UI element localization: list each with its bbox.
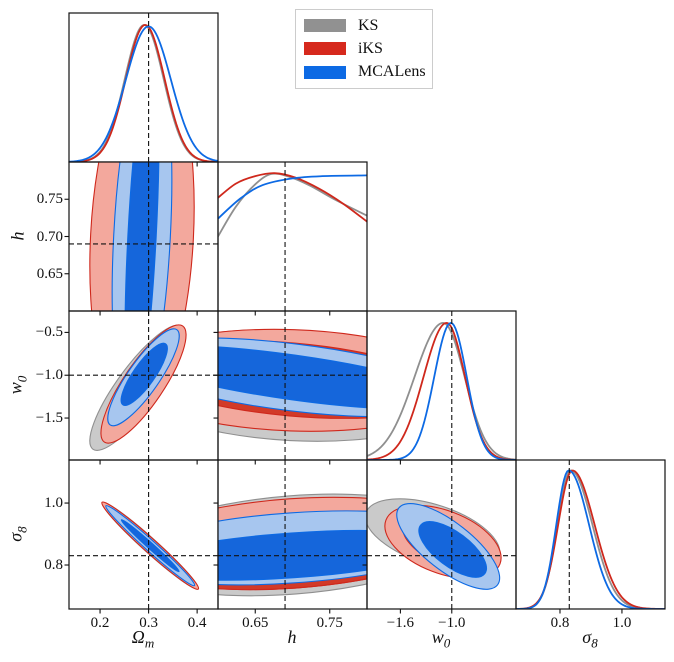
x-axis-title-w0: w0 bbox=[431, 627, 451, 651]
panel-w0-w0 bbox=[366, 310, 517, 465]
h-symbol: h bbox=[287, 627, 297, 647]
x-tick-label-w0: −1.0 bbox=[438, 615, 466, 631]
panel-sigma8-sigma8 bbox=[515, 459, 666, 614]
contour-c1-MCALens bbox=[218, 344, 367, 410]
x-tick-label-sigma8: 1.0 bbox=[612, 615, 632, 631]
contour-c1-MCALens bbox=[120, 342, 168, 407]
x-tick-label-h: 0.65 bbox=[242, 615, 269, 631]
x-tick-label-w0: −1.6 bbox=[386, 615, 414, 631]
omega-symbol: Ω bbox=[131, 627, 145, 647]
panel-sigma8-w0 bbox=[362, 459, 517, 614]
marginal-curve-MCALens-sigma8 bbox=[516, 469, 665, 609]
y-tick-label-h: 0.70 bbox=[36, 228, 63, 245]
contour-c1-MCALens bbox=[120, 519, 180, 573]
x-tick-label-omega_m: 0.4 bbox=[187, 615, 207, 631]
y-tick-label-w0: −1.5 bbox=[35, 410, 63, 427]
y-tick-label-h: 0.65 bbox=[36, 265, 63, 282]
legend-item-iks: iKS bbox=[304, 40, 424, 58]
x-axis-title-h: h bbox=[252, 627, 332, 652]
panel-sigma8-omega_m bbox=[64, 459, 219, 614]
y-tick-label-w0: −1.0 bbox=[35, 367, 63, 384]
y-tick-label-sigma8: 1.0 bbox=[44, 495, 63, 512]
x-axis-title-sigma8: σ8 bbox=[582, 627, 598, 651]
x-tick-label-sigma8: 0.8 bbox=[550, 615, 570, 631]
panel-w0-omega_m bbox=[64, 310, 219, 465]
y-tick-label-w0: −0.5 bbox=[35, 324, 63, 341]
contour-c1-MCALens bbox=[418, 521, 487, 578]
panel-w0-h bbox=[213, 310, 368, 465]
x-tick-label-omega_m: 0.3 bbox=[139, 615, 158, 631]
legend-label-ks: KS bbox=[358, 16, 379, 34]
panel-h-h bbox=[217, 161, 368, 316]
marginal-curve-iKS-w0 bbox=[367, 322, 516, 460]
panel-border bbox=[515, 459, 666, 610]
marginal-curve-MCALens-w0 bbox=[367, 321, 516, 460]
sigma-symbol: σ bbox=[582, 627, 592, 647]
ks-color-swatch bbox=[304, 19, 346, 33]
marginal-curve-iKS-sigma8 bbox=[516, 469, 665, 609]
mcalens-color-swatch bbox=[304, 65, 346, 79]
y-tick-label-h: 0.75 bbox=[36, 191, 63, 208]
legend: KS iKS MCALens bbox=[295, 9, 433, 89]
panel-omega_m-omega_m bbox=[68, 12, 219, 167]
marginal-curve-KS-w0 bbox=[367, 322, 516, 460]
legend-item-ks: KS bbox=[304, 17, 424, 35]
marginal-curve-KS-sigma8 bbox=[516, 469, 665, 609]
y-tick-label-sigma8: 0.8 bbox=[44, 557, 63, 573]
marginal-curve-iKS-omega_m bbox=[69, 23, 218, 162]
marginal-curve-KS-omega_m bbox=[69, 24, 218, 162]
legend-label-iks: iKS bbox=[358, 39, 383, 57]
x-axis-title-omega-m: Ωm bbox=[131, 627, 155, 651]
marginal-curve-MCALens-h bbox=[218, 174, 367, 220]
legend-label-mcalens: MCALens bbox=[358, 63, 426, 81]
legend-item-mcalens: MCALens bbox=[304, 63, 426, 81]
w-symbol: w bbox=[431, 627, 444, 647]
x-tick-label-h: 0.75 bbox=[316, 615, 343, 631]
contour-c1-MCALens bbox=[124, 162, 160, 311]
marginal-curve-iKS-h bbox=[218, 172, 367, 223]
panel-border bbox=[68, 12, 219, 163]
marginal-curve-MCALens-omega_m bbox=[69, 25, 218, 162]
panel-border bbox=[217, 161, 368, 312]
iks-color-swatch bbox=[304, 42, 346, 56]
x-tick-label-omega_m: 0.2 bbox=[90, 615, 110, 631]
